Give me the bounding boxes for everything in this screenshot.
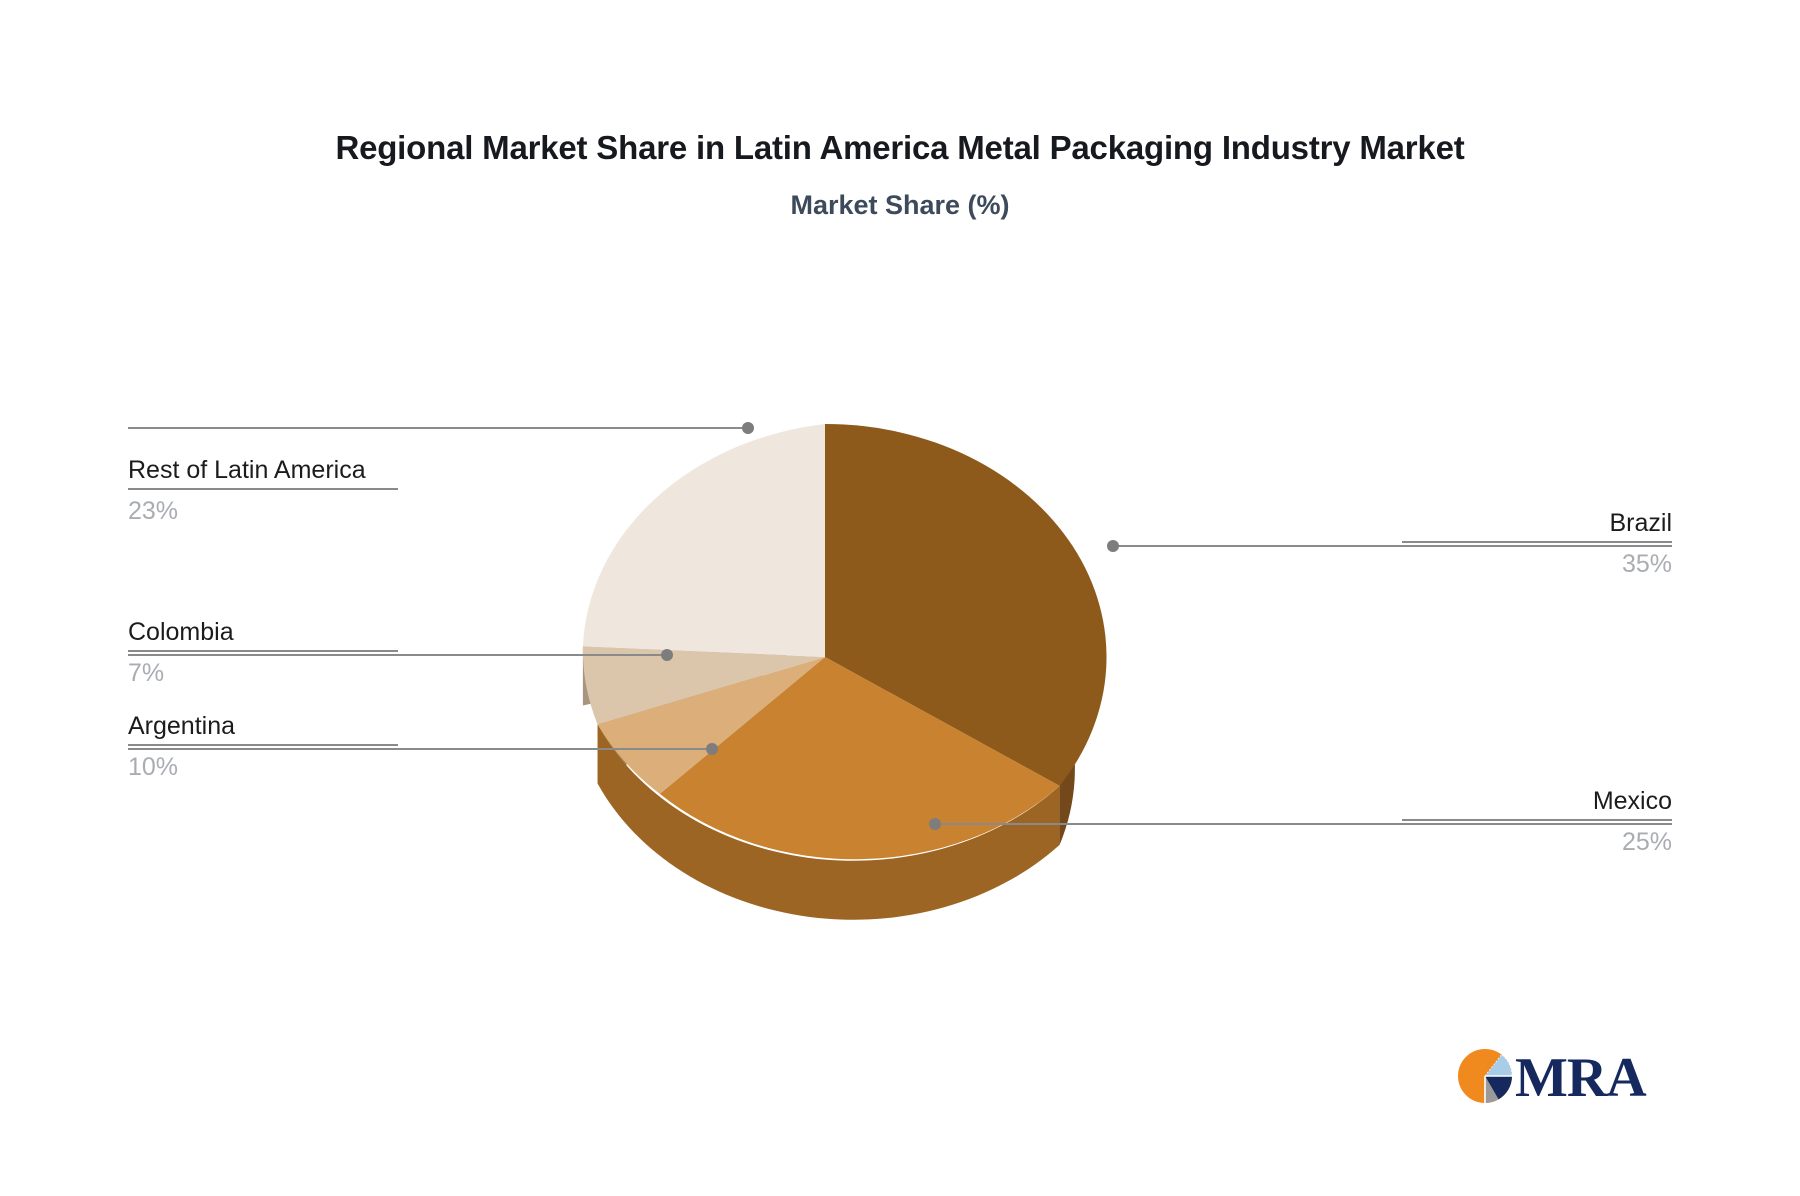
callout-value-colombia: 7%	[128, 659, 165, 687]
pie-slice-argentina[interactable]	[597, 657, 825, 794]
pie-wall-mexico	[597, 724, 1060, 920]
callout-rule	[128, 744, 398, 746]
chart-subtitle: Market Share (%)	[790, 190, 1010, 220]
callout-value-rest-of-latin-america: 23%	[128, 497, 179, 525]
callout-rule	[1402, 819, 1672, 821]
callout-label-brazil: Brazil	[1609, 509, 1672, 537]
pie-chart-svg	[582, 423, 1107, 920]
callout-colombia: Colombia 7%	[128, 617, 398, 690]
callout-label-argentina: Argentina	[128, 712, 236, 740]
callout-label-colombia: Colombia	[128, 618, 234, 646]
pie-slice-colombia[interactable]	[582, 646, 825, 725]
callout-label-rest-of-latin-america: Rest of Latin America	[128, 456, 366, 484]
callout-value-mexico: 25%	[1621, 828, 1672, 856]
page-title: Regional Market Share in Latin America M…	[335, 129, 1465, 166]
callout-rule	[128, 488, 398, 490]
callout-brazil: Brazil 35%	[1402, 508, 1672, 581]
callout-rest-of-latin-america: Rest of Latin America 23%	[128, 455, 398, 528]
mra-logo: MRA	[1455, 1040, 1655, 1112]
callout-value-argentina: 10%	[128, 753, 179, 781]
logo-wordmark: MRA	[1515, 1047, 1647, 1109]
pie-slice-mexico[interactable]	[659, 657, 1060, 860]
callout-rule	[128, 650, 398, 652]
callout-mexico: Mexico 25%	[1402, 786, 1672, 859]
pie-slice-rest-of-latin-america[interactable]	[582, 424, 825, 657]
mra-logo-svg: MRA	[1458, 1047, 1648, 1109]
callout-value-brazil: 35%	[1621, 550, 1672, 578]
pie-chart	[575, 360, 1220, 960]
pie-slice-brazil[interactable]	[825, 423, 1107, 786]
callout-argentina: Argentina 10%	[128, 711, 398, 784]
callout-label-mexico: Mexico	[1592, 787, 1672, 815]
callout-rule	[1402, 541, 1672, 543]
pie-slices	[582, 423, 1107, 860]
logo-pie-icon	[1458, 1049, 1513, 1103]
